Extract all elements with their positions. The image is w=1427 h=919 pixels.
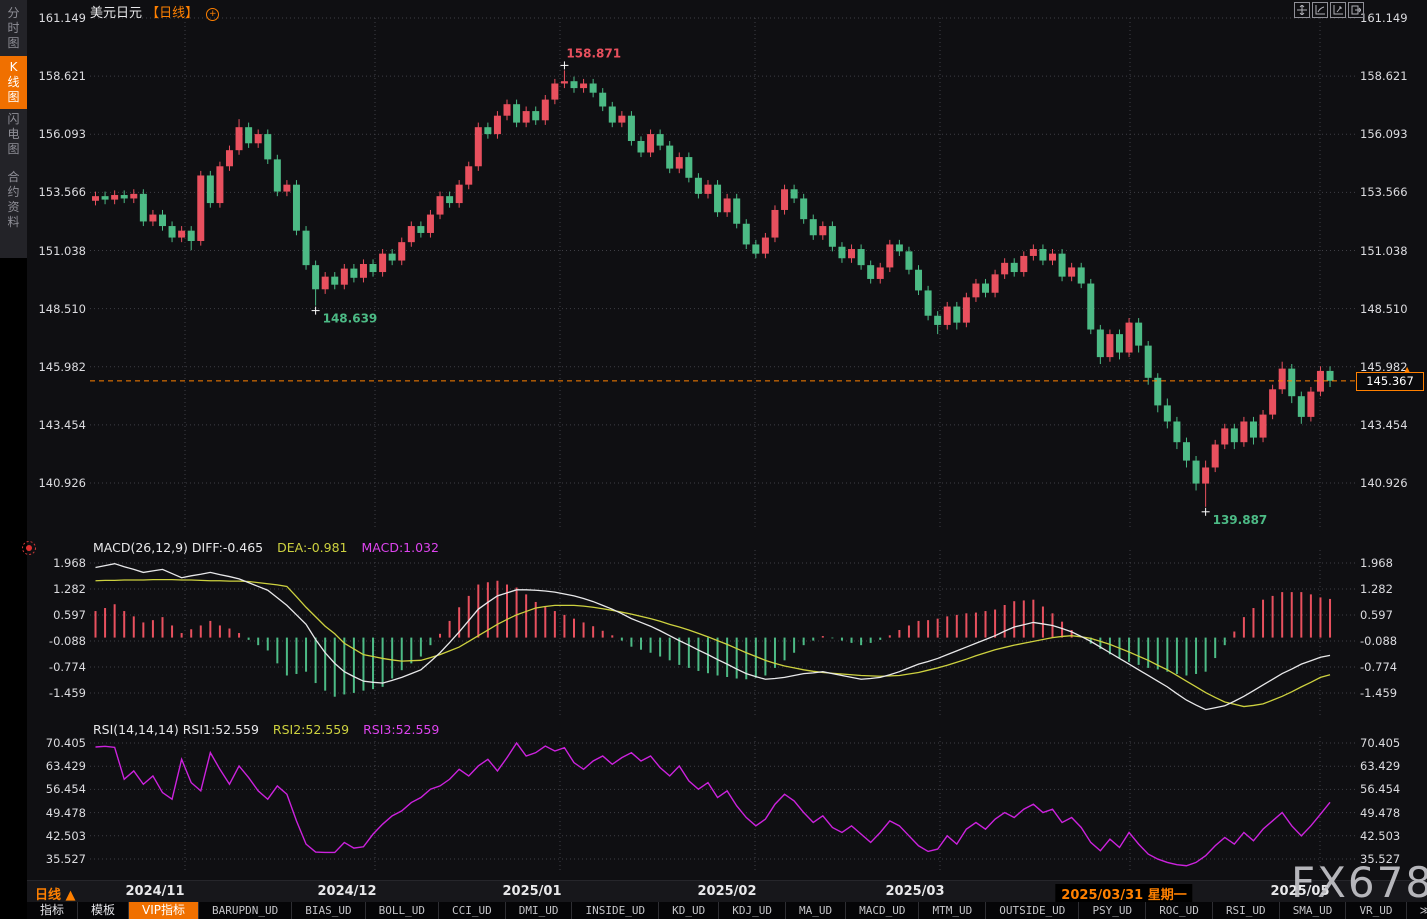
indicator-tab[interactable]: BIAS_UD (292, 902, 366, 919)
x-axis-row: 日线 ▲ 2024/11 2024/12 2025/01 2025/02 2025/03… (27, 880, 1427, 903)
collapse-panel-icon[interactable] (1348, 2, 1364, 18)
indicator-tab[interactable]: BARUPDN_UD (199, 902, 293, 919)
price-extreme-label: 139.887 (1213, 513, 1268, 527)
sidebar-item-contract-info[interactable]: 合约资料 (0, 170, 27, 230)
indicator-tab[interactable]: ≫ (1407, 902, 1427, 919)
price-extreme-label: 158.871 (566, 46, 621, 60)
macd-dea-value: DEA:-0.981 (277, 540, 348, 555)
macd-title-diff-value: MACD(26,12,9) DIFF:-0.465 (93, 540, 264, 555)
sidebar-item-flash-chart[interactable]: 闪电图 (0, 112, 27, 157)
indicator-tab[interactable]: MA_UD (786, 902, 847, 919)
sidebar-item-label: K线图 (7, 60, 20, 104)
indicator-tab[interactable]: PSY_UD (1079, 902, 1147, 919)
axis-fit-icon[interactable] (1312, 2, 1328, 18)
price-extreme-label: 148.639 (323, 312, 378, 326)
x-axis-tick: 2024/11 (125, 884, 185, 899)
rsi-header: RSI(14,14,14) RSI1:52.559 RSI2:52.559 RS… (93, 722, 439, 737)
indicator-tab[interactable]: 模板 (78, 902, 130, 919)
indicator-tab[interactable]: OUTSIDE_UD (986, 902, 1080, 919)
indicator-tab[interactable]: 指标 (27, 902, 79, 919)
sidebar: 分时图 K线图 闪电图 合约资料 (0, 0, 27, 919)
indicator-tab[interactable]: ROC_UD (1146, 902, 1213, 919)
chart-title: 美元日元 【日线】 + (90, 2, 220, 21)
sidebar-item-label: 合约资料 (7, 170, 20, 229)
chart-toolbar (1294, 2, 1364, 18)
indicator-tab-bar: 指标 模板 VIP指标 BARUPDN_UD BIAS_UD BOLL_UD CCI_UD D… (27, 902, 1427, 919)
indicator-tab[interactable]: VIP指标 (129, 902, 200, 919)
sidebar-item-candle-chart[interactable]: K线图 (0, 56, 27, 109)
indicator-tab[interactable]: MACD_UD (846, 902, 920, 919)
current-price-tag: 145.367 (1356, 371, 1424, 391)
indicator-tab[interactable]: CCI_UD (439, 902, 506, 919)
x-axis-tick: 2025/02 (697, 884, 757, 899)
period-tag: 【日线】 (146, 6, 199, 21)
macd-header: MACD(26,12,9) DIFF:-0.465 DEA:-0.981 MAC… (93, 540, 439, 555)
x-axis-tick: 2025/01 (502, 884, 562, 899)
recording-indicator-icon[interactable] (21, 540, 37, 556)
sidebar-background (0, 0, 27, 258)
rsi2-value: RSI2:52.559 (272, 722, 350, 737)
indicator-tab[interactable]: BOLL_UD (366, 902, 439, 919)
sidebar-item-label: 闪电图 (7, 112, 20, 156)
indicator-tab[interactable]: DMI_UD (506, 902, 573, 919)
indicator-tab[interactable]: KD_UD (659, 902, 720, 919)
indicator-tab[interactable]: KDJ_UD (719, 902, 786, 919)
x-axis-tick: 2025/05 (1270, 884, 1330, 899)
period-selector-label: 日线 (35, 888, 62, 903)
sidebar-item-time-chart[interactable]: 分时图 (0, 6, 27, 51)
x-axis-tick: 2024/12 (317, 884, 377, 899)
sidebar-item-label: 分时图 (7, 6, 20, 50)
move-crosshair-icon[interactable] (1294, 2, 1310, 18)
indicator-tab[interactable]: SMA_UD (1280, 902, 1347, 919)
symbol-name: 美元日元 (90, 6, 143, 21)
indicator-tab[interactable]: VR_UD (1346, 902, 1407, 919)
chevron-up-icon: ▲ (65, 888, 76, 903)
rsi1-value: RSI(14,14,14) RSI1:52.559 (93, 722, 259, 737)
indicator-tab[interactable]: RSI_UD (1213, 902, 1280, 919)
period-selector[interactable]: 日线 ▲ (35, 884, 76, 903)
indicator-tab[interactable]: INSIDE_UD (572, 902, 660, 919)
rsi3-value: RSI3:52.559 (363, 722, 440, 737)
indicator-tab[interactable]: MTM_UD (919, 902, 987, 919)
axis-scale-icon[interactable] (1330, 2, 1346, 18)
add-symbol-icon[interactable]: + (206, 8, 220, 21)
watermark: FX678 (1291, 858, 1427, 907)
x-axis-highlighted-date: 2025/03/31 星期一 (1055, 884, 1193, 903)
macd-hist-value: MACD:1.032 (361, 540, 439, 555)
x-axis-tick: 2025/03 (885, 884, 945, 899)
